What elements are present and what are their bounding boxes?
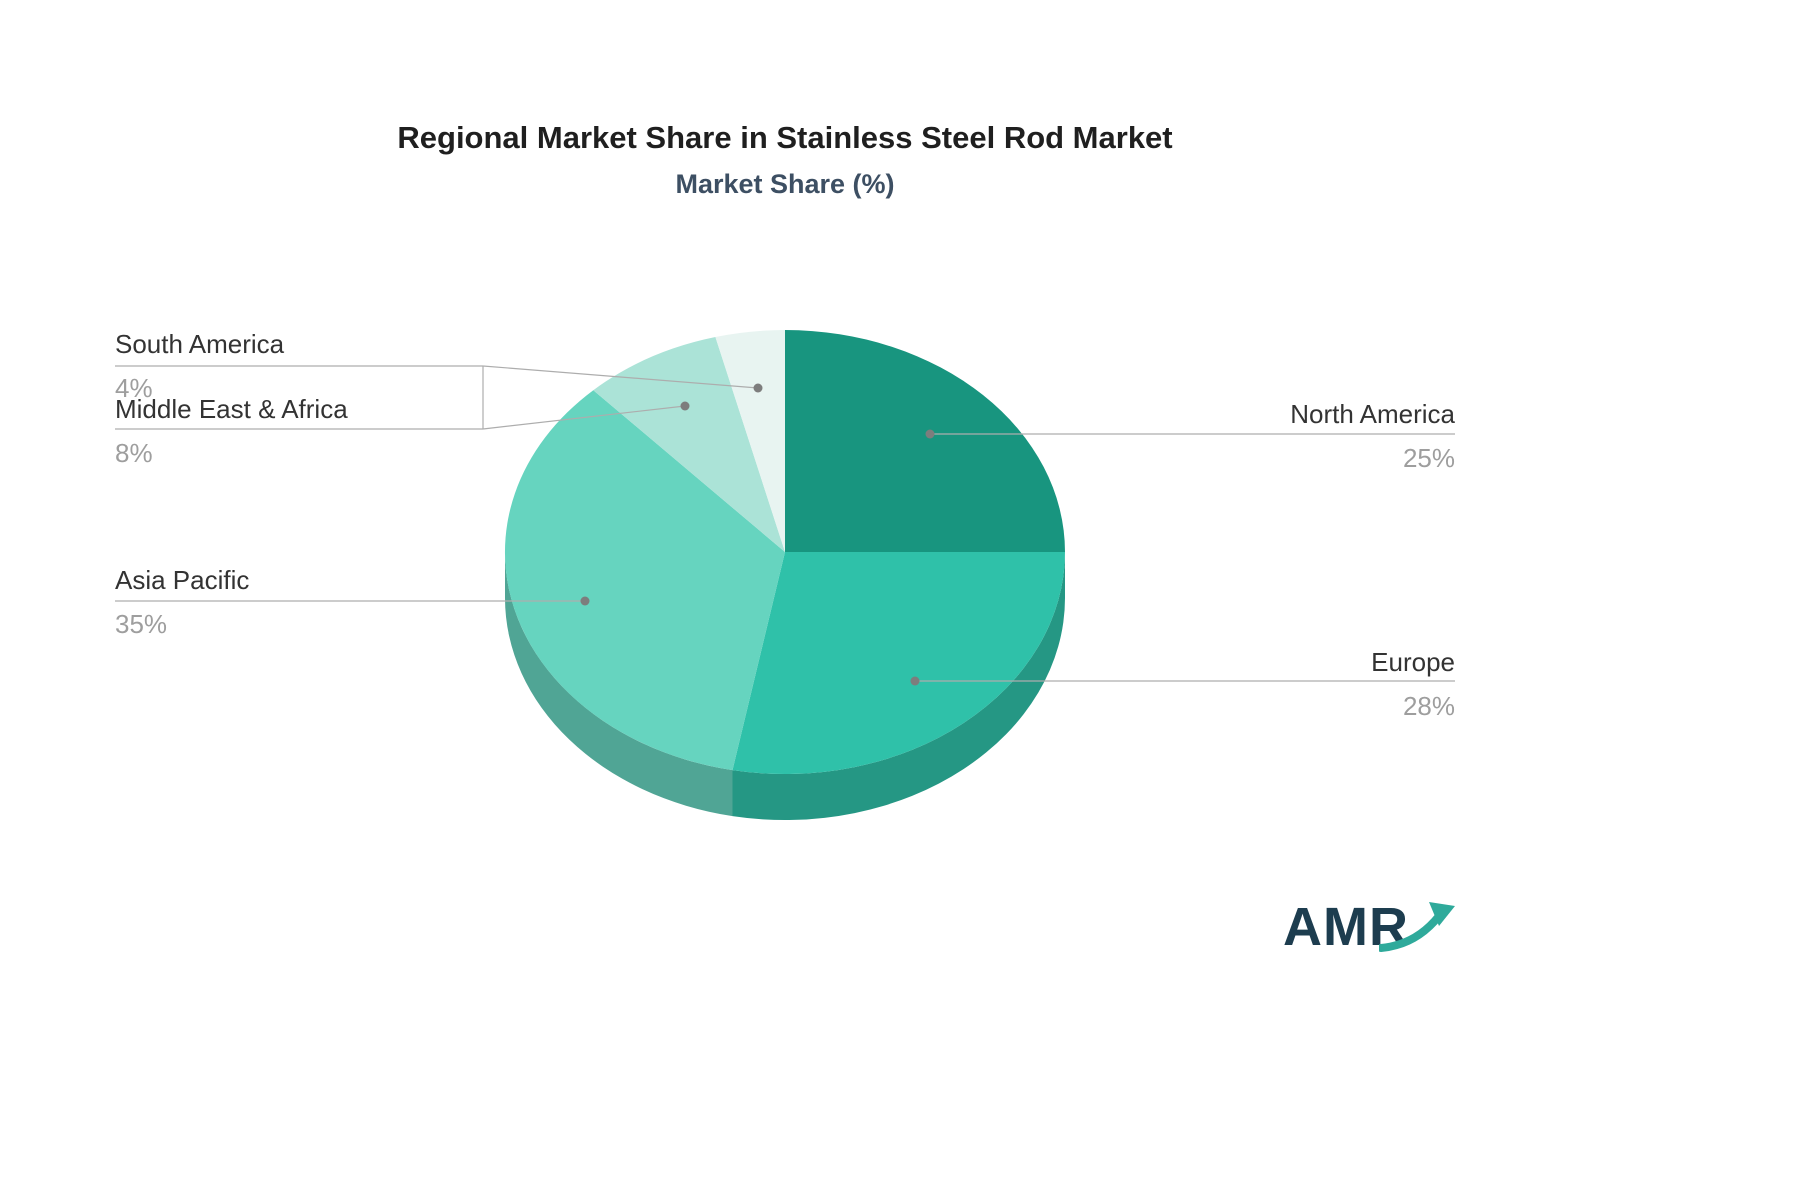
callout-value: 8% [115,438,153,468]
amr-logo: AMR [1283,896,1455,966]
leader-dot-europe [910,676,920,686]
callout-asia-pacific: Asia Pacific 35% [115,565,249,640]
pie-slice-side-europe [732,552,1066,821]
callout-label: Europe [1371,647,1455,677]
amr-logo-arrow-icon [1379,902,1455,952]
callout-label: North America [1290,399,1455,429]
pie-slice-middle-east-africa [593,337,785,552]
leader-dot-north-america [925,429,935,439]
leader-dot-asia-pacific [580,596,590,606]
callout-value: 25% [1402,443,1455,473]
callout-label: Middle East & Africa [115,394,348,424]
chart-title: Regional Market Share in Stainless Steel… [397,120,1173,155]
callout-middle-east-africa: Middle East & Africa 8% [115,394,348,469]
leader-line [482,365,759,389]
pie-slice-north-america [785,330,1065,552]
callout-south-america: South America 4% [115,329,284,404]
callout-north-america: North America 25% [1290,399,1455,474]
callout-value: 35% [115,609,168,639]
leader-dot-south-america [753,383,763,393]
pie-slice-asia-pacific [504,390,785,771]
callout-label: Asia Pacific [115,565,250,595]
callout-value: 28% [1402,691,1455,721]
pie-slice-side-asia-pacific [504,552,733,817]
leader-line [482,405,686,430]
callout-value: 4% [115,373,153,403]
pie-slice-europe [732,552,1066,775]
chart-subtitle: Market Share (%) [675,169,895,199]
leader-dot-middle-east-africa [680,401,690,411]
callout-europe: Europe 28% [1371,647,1455,722]
callout-label: South America [115,329,285,359]
